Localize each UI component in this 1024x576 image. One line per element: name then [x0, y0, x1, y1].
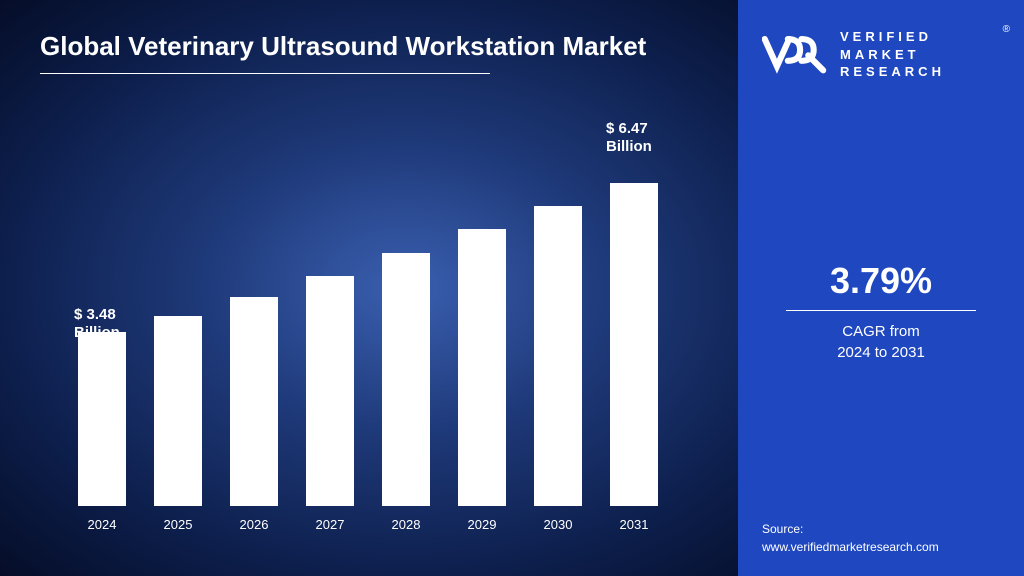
- cagr-value: 3.79%: [762, 260, 1000, 302]
- bar-chart: $ 3.48 Billion $ 6.47 Billion 2024202520…: [78, 136, 678, 536]
- bar-year-label: 2028: [392, 517, 421, 532]
- logo-line1: VERIFIED: [840, 28, 945, 46]
- bar: 2030: [534, 206, 582, 506]
- side-panel: ® VERIFIED MARKET RESEARCH 3.79% CAGR fr…: [738, 0, 1024, 576]
- callout-end-value: $ 6.47: [606, 120, 648, 137]
- logo-mark-icon: [762, 33, 830, 75]
- bars-container: 2024 2025 2026 2027 2028 2029 2030 2031: [78, 166, 678, 506]
- logo-line3: RESEARCH: [840, 63, 945, 81]
- registered-mark: ®: [1003, 24, 1010, 35]
- source-label: Source:: [762, 520, 939, 538]
- logo-text: VERIFIED MARKET RESEARCH: [840, 28, 945, 81]
- cagr-caption-l1: CAGR from: [842, 323, 920, 340]
- bar: 2028: [382, 253, 430, 506]
- bar-year-label: 2027: [316, 517, 345, 532]
- bar-year-label: 2026: [240, 517, 269, 532]
- title-underline: [40, 73, 490, 74]
- source-url: www.verifiedmarketresearch.com: [762, 538, 939, 556]
- bar-year-label: 2030: [544, 517, 573, 532]
- cagr-underline: [786, 310, 976, 311]
- bar: 2025: [154, 316, 202, 506]
- page-title: Global Veterinary Ultrasound Workstation…: [40, 30, 698, 63]
- main-panel: Global Veterinary Ultrasound Workstation…: [0, 0, 738, 576]
- cagr-block: 3.79% CAGR from 2024 to 2031: [738, 260, 1024, 363]
- bar: 2027: [306, 276, 354, 506]
- bar: 2031: [610, 183, 658, 507]
- cagr-caption: CAGR from 2024 to 2031: [762, 321, 1000, 363]
- cagr-caption-l2: 2024 to 2031: [837, 344, 925, 361]
- bar: 2024: [78, 332, 126, 506]
- bar-year-label: 2029: [468, 517, 497, 532]
- source-block: Source: www.verifiedmarketresearch.com: [762, 520, 939, 556]
- bar: 2026: [230, 297, 278, 506]
- callout-end: $ 6.47 Billion: [606, 120, 652, 156]
- bar-year-label: 2025: [164, 517, 193, 532]
- bar: 2029: [458, 229, 506, 506]
- title-block: Global Veterinary Ultrasound Workstation…: [40, 30, 698, 74]
- callout-end-unit: Billion: [606, 138, 652, 155]
- logo: VERIFIED MARKET RESEARCH: [762, 28, 1000, 81]
- logo-line2: MARKET: [840, 46, 945, 64]
- bar-year-label: 2024: [88, 517, 117, 532]
- bar-year-label: 2031: [620, 517, 649, 532]
